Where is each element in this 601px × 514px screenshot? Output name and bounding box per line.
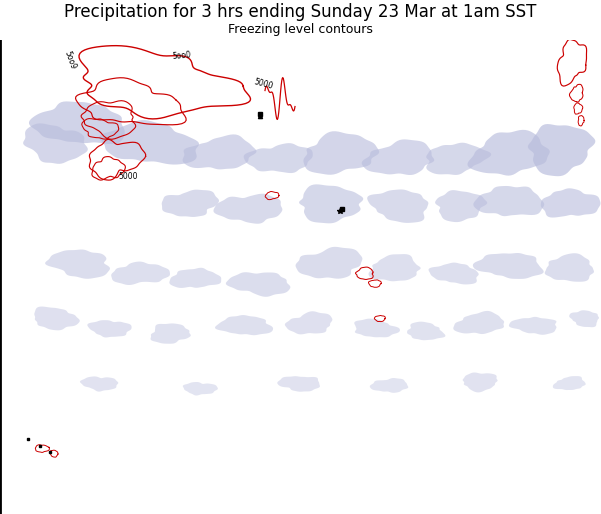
Text: 5oo0: 5oo0	[172, 50, 192, 61]
Polygon shape	[569, 310, 599, 327]
Polygon shape	[528, 124, 595, 176]
Polygon shape	[304, 131, 379, 175]
Polygon shape	[162, 190, 219, 217]
Polygon shape	[370, 378, 408, 393]
Polygon shape	[463, 373, 498, 392]
Polygon shape	[354, 319, 400, 337]
Polygon shape	[553, 376, 586, 390]
Text: 5000: 5000	[253, 77, 274, 90]
Polygon shape	[474, 186, 545, 216]
Polygon shape	[111, 262, 170, 285]
Polygon shape	[468, 130, 550, 176]
Polygon shape	[150, 323, 191, 344]
Polygon shape	[169, 268, 221, 288]
Polygon shape	[215, 315, 273, 335]
Polygon shape	[285, 311, 332, 335]
Polygon shape	[87, 320, 132, 338]
Polygon shape	[243, 143, 313, 173]
Polygon shape	[509, 317, 557, 335]
Polygon shape	[299, 185, 363, 224]
Polygon shape	[45, 249, 110, 279]
Polygon shape	[296, 247, 362, 279]
Polygon shape	[426, 143, 491, 175]
Polygon shape	[435, 190, 487, 222]
Polygon shape	[183, 134, 257, 170]
Polygon shape	[34, 306, 80, 331]
Text: Freezing level contours: Freezing level contours	[228, 23, 373, 36]
Polygon shape	[453, 311, 504, 334]
Polygon shape	[226, 272, 290, 297]
Polygon shape	[473, 253, 544, 279]
Polygon shape	[429, 263, 478, 284]
Polygon shape	[23, 123, 88, 164]
Text: 5oo9: 5oo9	[62, 49, 77, 70]
Polygon shape	[368, 254, 421, 281]
Polygon shape	[362, 139, 435, 175]
Polygon shape	[545, 253, 594, 282]
Text: 5000: 5000	[118, 172, 138, 180]
Polygon shape	[80, 376, 118, 392]
Text: Precipitation for 3 hrs ending Sunday 23 Mar at 1am SST: Precipitation for 3 hrs ending Sunday 23…	[64, 3, 537, 21]
Polygon shape	[99, 120, 199, 164]
Polygon shape	[367, 190, 429, 223]
Polygon shape	[277, 376, 320, 392]
Polygon shape	[29, 101, 125, 144]
Polygon shape	[407, 322, 445, 340]
Polygon shape	[541, 188, 600, 217]
Polygon shape	[213, 194, 282, 224]
Polygon shape	[183, 382, 218, 395]
